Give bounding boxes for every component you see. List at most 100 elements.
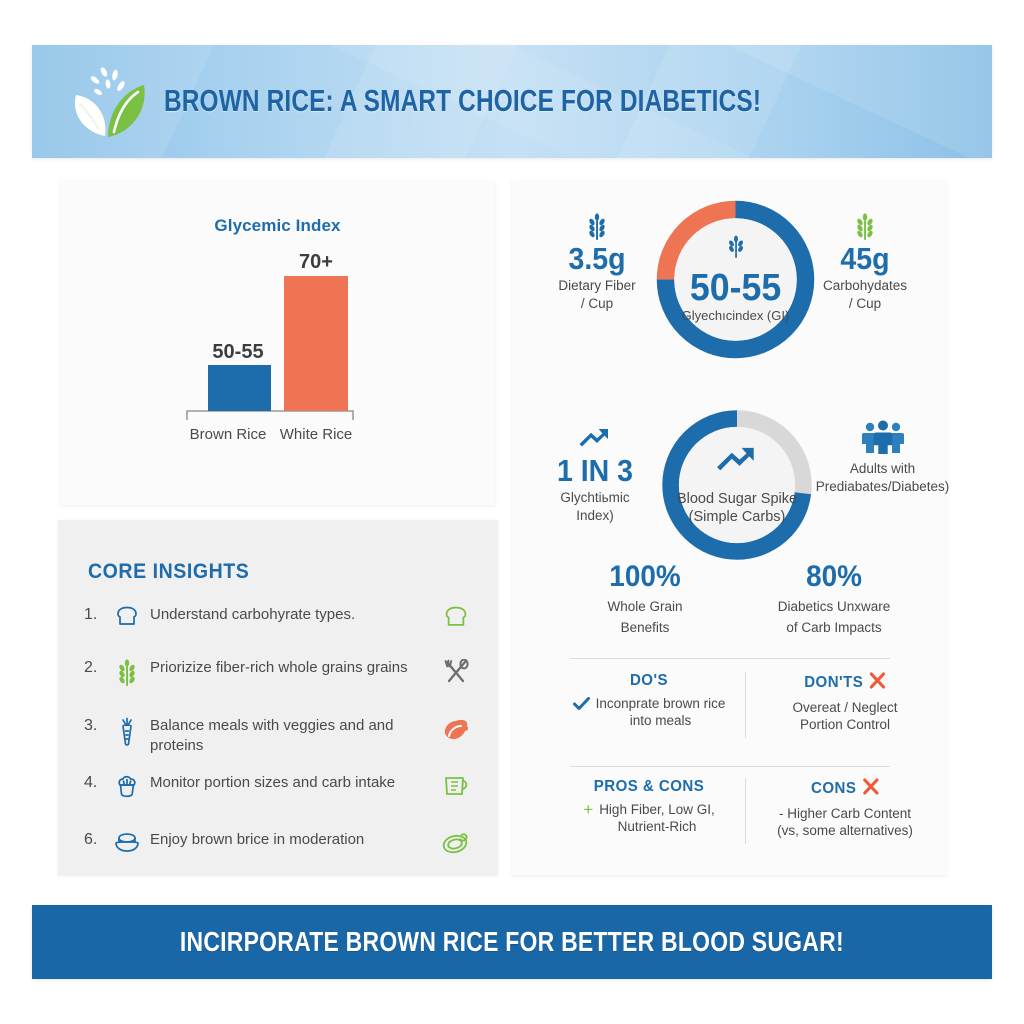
x-icon — [870, 672, 886, 694]
insight-number: 6. — [84, 831, 98, 848]
stat-label-line1: Dietary Fiber — [558, 278, 636, 293]
carrot-icon — [110, 716, 144, 747]
donut-center-label-line2: (Simple Carbs) — [688, 509, 786, 525]
insight-item-1: 1. Understand carbohyrate types. — [84, 605, 476, 627]
wheat-icon — [790, 206, 940, 242]
insight-text: Balance meals with veggies and and prote… — [150, 717, 394, 754]
donts-body: Overeat / Neglect Portion Control — [756, 699, 934, 733]
percent-value: 80% — [806, 560, 862, 593]
insight-item-5: 6. Enjoy brown brice in moderation — [84, 830, 476, 855]
cons-line1: Higher Carb Content — [787, 806, 912, 821]
dos-heading-row: DO'S — [565, 672, 732, 690]
pros-heading: PROS & CONS — [593, 778, 705, 795]
stat-value: 1 IN 3 — [556, 453, 634, 488]
insight-number: 2. — [84, 659, 98, 676]
insight-item-4: 4. Monitor portion sizes and carb intake — [84, 773, 476, 800]
percent-label-line2: of Carb Impacts — [786, 620, 882, 635]
x-icon — [863, 778, 879, 800]
measuring-cup-icon — [436, 773, 476, 798]
header-banner: BROWN RICE: A SMART CHOICE FOR DIABETICS… — [32, 45, 992, 158]
divider-dos-donts — [745, 672, 746, 738]
pros-text: High Fiber, Low GI, Nutrient-Rich — [599, 801, 715, 835]
cons-heading-row: CONS — [761, 778, 928, 800]
bar-chart: 50-55 70+ Brown Rice White Rice — [186, 251, 354, 443]
plate-egg-icon — [436, 830, 476, 855]
stat-dietary-fiber: 3.5g Dietary Fiber / Cup — [522, 206, 672, 312]
bar-category-brown-rice: Brown Rice — [190, 426, 267, 443]
donut-segment-secondary — [656, 200, 815, 359]
donut-center-content: Blood Sugar Spike (Simple Carbs) — [654, 402, 820, 568]
donts-heading-row: DON'TS — [761, 672, 928, 694]
donts-column: DON'TS Overeat / Neglect Portion Control — [756, 672, 934, 733]
stat-label-line1: Glychtiьmic — [560, 490, 630, 505]
dos-column: DO'S Inconprate brown rice into meals — [560, 672, 738, 729]
dos-body: Inconprate brown rice into meals — [560, 695, 738, 729]
insight-text: Enjoy brown brice in moderation — [150, 831, 365, 848]
wheat-icon — [110, 658, 144, 687]
donut-chart-glycemic-index: 50-55 Glyechıcindex (GI) — [648, 192, 823, 367]
bar-brown-rice — [208, 365, 271, 411]
cons-body: - Higher Carb Content (vs, some alternat… — [756, 805, 934, 839]
cons-text: - Higher Carb Content (vs, some alternat… — [777, 805, 913, 839]
insight-item-3: 3. Balance meals with veggies and and pr… — [84, 716, 476, 756]
people-group-icon — [800, 418, 965, 454]
percent-label-line2: Benefits — [620, 620, 670, 635]
bar-value-label-white-rice: 70+ — [299, 251, 333, 273]
pros-body: + High Fiber, Low GI, Nutrient-Rich — [560, 801, 738, 835]
percent-unaware: 80% Diabetics Unxware of Carb Impacts — [749, 560, 919, 636]
cons-column: CONS - Higher Carb Content (vs, some alt… — [756, 778, 934, 839]
glycemic-index-chart-card: Glycemic Index 50-55 70+ Brown Rice Whit… — [60, 180, 495, 505]
insight-number: 1. — [84, 606, 98, 623]
stats-card: 3.5g Dietary Fiber / Cup — [512, 180, 949, 875]
header-title: BROWN RICE: A SMART CHOICE FOR DIABETICS… — [164, 84, 762, 118]
stat-label-line2: / Cup — [580, 296, 614, 311]
plus-marker: + — [583, 800, 594, 819]
chart-title: Glycemic Index — [214, 216, 341, 235]
dos-line1: Inconprate brown rice — [595, 696, 726, 711]
wheat-icon — [522, 206, 672, 242]
check-icon — [572, 695, 590, 715]
fork-spoon-icon — [436, 658, 476, 685]
donut-center-value: 50-55 — [689, 267, 782, 309]
donut-center-label: Glyechıcindex (GI) — [681, 308, 790, 323]
bar-white-rice — [284, 276, 348, 411]
axis-bracket — [186, 410, 354, 420]
pros-line2: Nutrient-Rich — [617, 819, 697, 834]
insight-item-2: 2. Priorizize fiber-rich whole grain — [84, 658, 476, 687]
bread-icon — [436, 605, 476, 627]
stat-one-in-three: 1 IN 3 Glychtiьmic Index) — [520, 418, 670, 524]
insight-number: 3. — [84, 717, 98, 734]
insight-text: Understand carbohyrate types. — [150, 606, 356, 623]
percent-label-line1: Whole Grain — [607, 599, 683, 614]
insight-number: 4. — [84, 774, 98, 791]
bread-icon — [110, 605, 144, 626]
stat-label-line1: Adults with — [849, 461, 916, 476]
trend-up-icon — [520, 418, 670, 454]
bar-value-label-brown-rice: 50-55 — [212, 341, 263, 363]
percent-whole-grain: 100% Whole Grain Benefits — [560, 560, 730, 636]
divider-top — [570, 658, 890, 659]
pros-heading-row: PROS & CONS — [565, 778, 732, 796]
dos-heading: DO'S — [629, 672, 669, 689]
divider-pros-cons — [745, 778, 746, 844]
stat-label-line2: Index) — [576, 508, 614, 523]
rice-bowl-icon — [110, 830, 144, 853]
stat-label-line1: Carbohydates — [822, 278, 908, 293]
pros-column: PROS & CONS + High Fiber, Low GI, Nutrie… — [560, 778, 738, 835]
donut-chart-blood-sugar-spike: Blood Sugar Spike (Simple Carbs) — [654, 402, 820, 568]
donut-segment-primary — [662, 410, 812, 560]
donts-text: Overeat / Neglect Portion Control — [792, 699, 897, 733]
donts-line2: Portion Control — [799, 717, 891, 732]
bar-category-white-rice: White Rice — [280, 426, 353, 443]
cons-marker: - — [778, 806, 784, 821]
insight-text: Monitor portion sizes and carb intake — [150, 774, 396, 791]
percent-label-line1: Diabetics Unxware — [777, 599, 891, 614]
footer-text: INCIRPORATE BROWN RICE FOR BETTER BLOOD … — [180, 926, 844, 957]
footer-banner: INCIRPORATE BROWN RICE FOR BETTER BLOOD … — [32, 905, 992, 979]
stat-adults-prediabetes: Adults with Prediabates/Diabetes) — [800, 418, 965, 495]
dos-text: Inconprate brown rice into meals — [596, 695, 726, 729]
cons-heading: CONS — [811, 780, 857, 797]
trend-up-icon — [715, 444, 759, 485]
donts-heading: DON'TS — [804, 674, 864, 691]
wheat-icon — [726, 235, 746, 266]
